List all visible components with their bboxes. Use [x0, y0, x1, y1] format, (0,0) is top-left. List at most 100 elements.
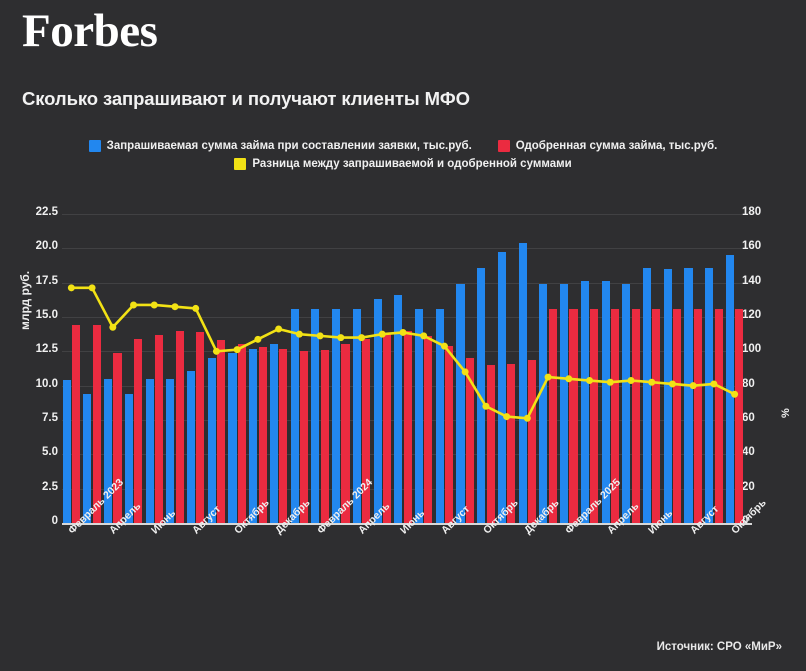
- bar-approved[interactable]: [362, 338, 371, 523]
- bar-requested[interactable]: [642, 267, 652, 523]
- bar-requested[interactable]: [290, 308, 299, 523]
- bar-requested[interactable]: [477, 267, 486, 523]
- bar-group[interactable]: [705, 214, 726, 523]
- bar-requested[interactable]: [435, 308, 444, 523]
- bar-approved[interactable]: [196, 332, 205, 523]
- bar-approved[interactable]: [154, 334, 163, 523]
- difference-line-marker[interactable]: [67, 284, 75, 292]
- bar-approved[interactable]: [403, 330, 412, 523]
- difference-line-marker[interactable]: [316, 332, 324, 340]
- bar-group[interactable]: [622, 214, 643, 523]
- bar-approved[interactable]: [217, 340, 226, 523]
- bar-requested[interactable]: [83, 393, 92, 523]
- bar-group[interactable]: [269, 214, 291, 523]
- bar-approved[interactable]: [673, 308, 682, 523]
- difference-line-marker[interactable]: [420, 332, 428, 340]
- bar-group[interactable]: [373, 214, 395, 523]
- bar-requested[interactable]: [207, 358, 216, 523]
- bar-approved[interactable]: [735, 308, 744, 523]
- difference-line-marker[interactable]: [503, 413, 511, 421]
- bar-requested[interactable]: [269, 344, 278, 523]
- bar-requested[interactable]: [124, 393, 133, 523]
- legend-item-requested[interactable]: Запрашиваемая сумма займа при составлени…: [88, 140, 472, 152]
- bar-group[interactable]: [456, 214, 477, 523]
- difference-line-marker[interactable]: [606, 378, 614, 386]
- bar-group[interactable]: [249, 214, 270, 523]
- bar-requested[interactable]: [725, 255, 734, 523]
- difference-line-marker[interactable]: [627, 377, 635, 385]
- bar-approved[interactable]: [590, 308, 599, 523]
- bar-group[interactable]: [228, 214, 249, 523]
- bar-approved[interactable]: [341, 344, 350, 523]
- bar-group[interactable]: [414, 214, 436, 523]
- bar-requested[interactable]: [166, 378, 175, 523]
- bar-group[interactable]: [477, 214, 498, 523]
- bar-approved[interactable]: [693, 308, 702, 523]
- legend-item-approved[interactable]: Одобренная сумма займа, тыс.руб.: [497, 140, 717, 152]
- difference-line-marker[interactable]: [254, 335, 262, 343]
- bar-requested[interactable]: [352, 308, 361, 523]
- bar-approved[interactable]: [113, 352, 122, 523]
- difference-line-marker[interactable]: [648, 378, 656, 386]
- difference-line-marker[interactable]: [461, 368, 469, 376]
- bar-group[interactable]: [332, 214, 353, 523]
- bar-requested[interactable]: [249, 348, 258, 523]
- bar-requested[interactable]: [580, 281, 589, 523]
- difference-line-marker[interactable]: [668, 380, 676, 388]
- difference-line-marker[interactable]: [109, 323, 117, 331]
- bar-group[interactable]: [497, 214, 519, 523]
- bar-approved[interactable]: [445, 345, 454, 523]
- difference-line-marker[interactable]: [544, 373, 552, 381]
- difference-line-marker[interactable]: [565, 375, 573, 383]
- bar-group[interactable]: [539, 214, 560, 523]
- bar-group[interactable]: [601, 214, 623, 523]
- bar-approved[interactable]: [134, 338, 143, 523]
- bar-approved[interactable]: [71, 325, 81, 523]
- bar-approved[interactable]: [237, 344, 246, 523]
- bar-approved[interactable]: [548, 308, 557, 523]
- bar-requested[interactable]: [414, 308, 424, 523]
- bar-approved[interactable]: [424, 336, 433, 523]
- difference-line-marker[interactable]: [171, 303, 179, 311]
- bar-approved[interactable]: [486, 365, 495, 523]
- bar-requested[interactable]: [62, 380, 71, 523]
- bar-requested[interactable]: [394, 295, 403, 523]
- bar-approved[interactable]: [320, 349, 329, 523]
- bar-approved[interactable]: [299, 351, 309, 523]
- bar-requested[interactable]: [373, 299, 382, 523]
- bar-group[interactable]: [518, 214, 540, 523]
- bar-group[interactable]: [104, 214, 125, 523]
- bar-group[interactable]: [62, 214, 84, 523]
- difference-line-marker[interactable]: [523, 414, 531, 422]
- bar-group[interactable]: [560, 214, 581, 523]
- difference-line-marker[interactable]: [337, 334, 345, 342]
- bar-requested[interactable]: [332, 308, 341, 523]
- bar-group[interactable]: [145, 214, 167, 523]
- bar-group[interactable]: [83, 214, 104, 523]
- bar-requested[interactable]: [601, 281, 610, 523]
- difference-line-marker[interactable]: [586, 377, 594, 385]
- bar-group[interactable]: [725, 214, 747, 523]
- bar-approved[interactable]: [279, 348, 288, 523]
- bar-group[interactable]: [684, 214, 705, 523]
- bar-approved[interactable]: [610, 308, 619, 523]
- bar-requested[interactable]: [497, 252, 506, 523]
- difference-line-marker[interactable]: [731, 390, 739, 398]
- bar-group[interactable]: [642, 214, 664, 523]
- bar-requested[interactable]: [663, 268, 672, 523]
- difference-line-marker[interactable]: [378, 330, 386, 338]
- bar-group[interactable]: [394, 214, 415, 523]
- bar-approved[interactable]: [175, 330, 184, 523]
- bar-requested[interactable]: [518, 242, 527, 523]
- difference-line-marker[interactable]: [192, 304, 200, 312]
- bar-approved[interactable]: [631, 308, 640, 523]
- difference-line-marker[interactable]: [212, 347, 220, 355]
- difference-line-marker[interactable]: [233, 346, 241, 354]
- bar-group[interactable]: [663, 214, 685, 523]
- bar-approved[interactable]: [465, 358, 474, 523]
- bar-group[interactable]: [124, 214, 146, 523]
- difference-line-marker[interactable]: [275, 325, 283, 333]
- difference-line-marker[interactable]: [710, 380, 718, 388]
- bar-approved[interactable]: [258, 347, 267, 523]
- bar-approved[interactable]: [652, 308, 661, 523]
